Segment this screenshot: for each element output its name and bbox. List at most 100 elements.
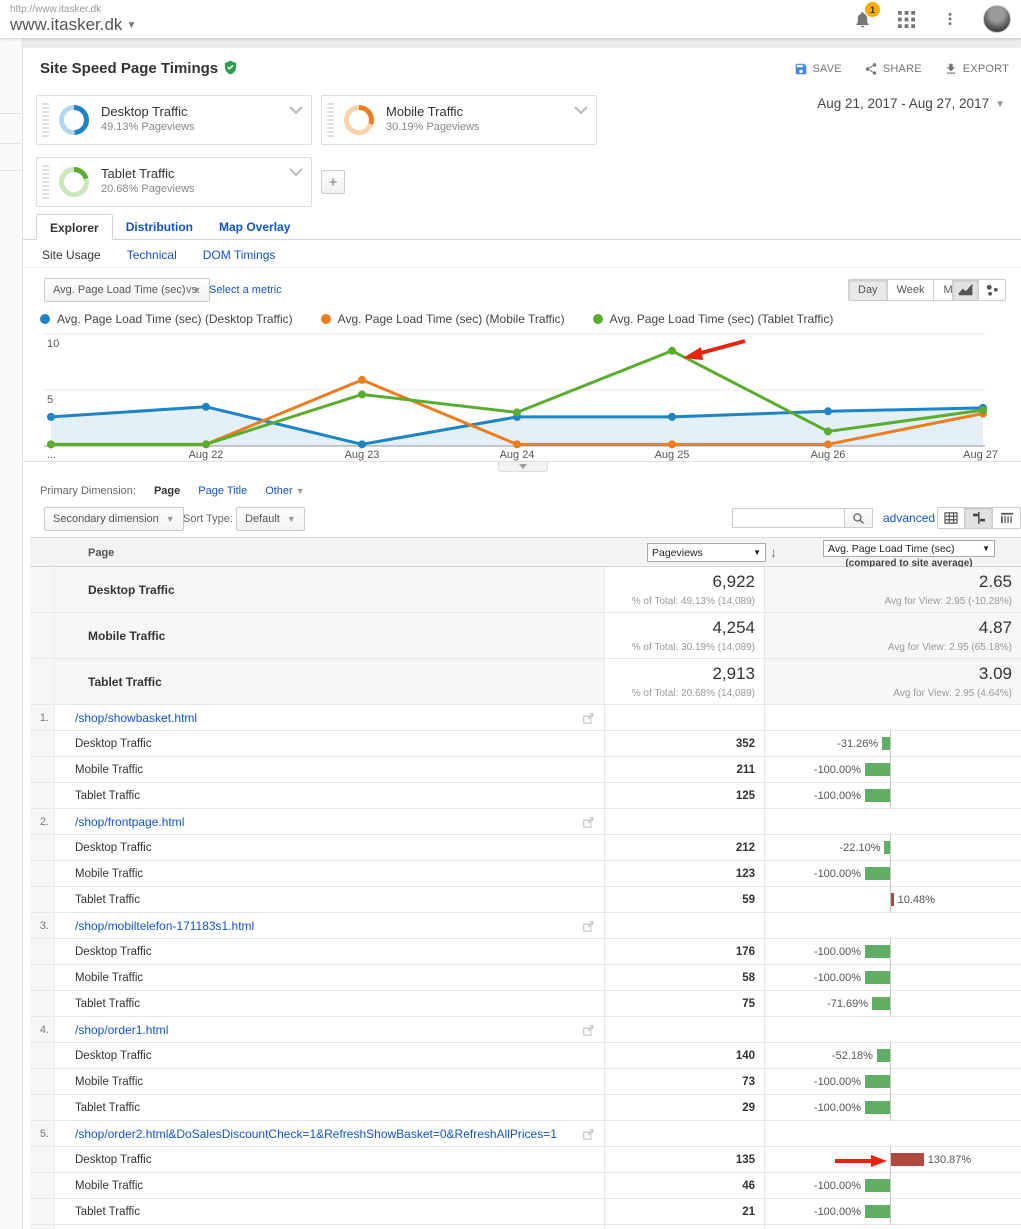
page-title: Site Speed Page Timings (40, 60, 238, 79)
comparison-axis (890, 783, 891, 809)
segment-detail-row[interactable]: Mobile Traffic 46 -100.00% (30, 1173, 1021, 1199)
annotations-toggle[interactable] (498, 462, 548, 472)
page-url-row: 5. /shop/order2.html&DoSalesDiscountCheck… (30, 1121, 1021, 1147)
segment-detail-row[interactable]: Mobile Traffic 58 -100.00% (30, 965, 1021, 991)
page-url-row: 2. /shop/frontpage.html (30, 809, 1021, 835)
subtab-site-usage[interactable]: Site Usage (42, 248, 101, 262)
summary-row-mobile-traffic[interactable]: Mobile Traffic 4,254 % of Total: 30.19% (1… (30, 613, 1021, 659)
account-selector[interactable]: www.itasker.dk ▼ (10, 15, 136, 35)
line-chart-view-button[interactable] (952, 279, 979, 301)
vs-label: vs. (186, 284, 201, 296)
collapsed-left-nav[interactable] (0, 38, 23, 1229)
segment-detail-row[interactable]: Tablet Traffic 29 -100.00% (30, 1095, 1021, 1121)
subtab-technical[interactable]: Technical (126, 248, 177, 262)
drag-handle-icon[interactable] (42, 165, 49, 199)
segment-card-tablet-traffic[interactable]: Tablet Traffic 20.68% Pageviews (36, 157, 312, 207)
pageviews-total-note: % of Total: 20.68% (14,089) (631, 688, 755, 699)
external-link-icon[interactable] (583, 919, 594, 937)
secondary-dimension-dropdown[interactable]: Secondary dimension ▼ (44, 507, 184, 531)
granularity-day[interactable]: Day (848, 279, 888, 301)
segment-detail-row[interactable]: Mobile Traffic 123 -100.00% (30, 861, 1021, 887)
primary-dimension-page[interactable]: Page (153, 485, 181, 497)
table-search-input[interactable] (732, 508, 844, 528)
pageviews-value: 352 (735, 737, 755, 750)
page-url-link[interactable]: /shop/order1.html (75, 1022, 169, 1037)
search-button[interactable] (844, 508, 873, 528)
drag-handle-icon[interactable] (42, 103, 49, 137)
segment-card-mobile-traffic[interactable]: Mobile Traffic 30.19% Pageviews (321, 95, 597, 145)
tab-distribution[interactable]: Distribution (125, 220, 194, 234)
metric-dropdown[interactable]: Avg. Page Load Time (sec) ▼ (44, 278, 211, 302)
segment-label: Mobile Traffic (55, 757, 605, 782)
external-link-icon[interactable] (583, 711, 594, 729)
primary-dimension-page-title[interactable]: Page Title (198, 485, 248, 497)
granularity-week[interactable]: Week (887, 279, 935, 301)
external-link-icon[interactable] (583, 1127, 594, 1145)
share-button[interactable]: SHARE (864, 62, 922, 76)
notifications-bell-icon[interactable]: 1 (851, 2, 880, 30)
comparison-percent: -71.69% (827, 997, 869, 1010)
comparison-view-button[interactable] (965, 507, 993, 529)
more-vert-icon[interactable] (939, 8, 961, 30)
external-link-icon[interactable] (583, 815, 594, 833)
comparison-axis (890, 757, 891, 783)
segment-detail-row[interactable]: Tablet Traffic 125 -100.00% (30, 783, 1021, 809)
timeseries-chart[interactable]: 5 10... Aug 22 Aug 23 Aug 24 Aug 25 Aug 26 Aug … (23, 330, 1021, 462)
segment-detail-row[interactable]: Mobile Traffic 73 -100.00% (30, 1069, 1021, 1095)
legend-label: Avg. Page Load Time (sec) (Mobile Traffi… (337, 312, 565, 326)
tab-explorer[interactable]: Explorer (36, 214, 113, 240)
segment-detail-row[interactable]: Tablet Traffic 21 -100.00% (30, 1199, 1021, 1225)
primary-dimension-other[interactable]: Other ▼ (265, 485, 305, 497)
segment-card-desktop-traffic[interactable]: Desktop Traffic 49.13% Pageviews (36, 95, 312, 145)
avatar[interactable] (983, 5, 1011, 33)
add-segment-button[interactable]: + (321, 170, 345, 194)
pageviews-column-select[interactable]: Pageviews ▼ (647, 543, 766, 562)
segment-label: Tablet Traffic (55, 887, 605, 912)
summary-label: Tablet Traffic (55, 659, 605, 704)
select-a-metric-link[interactable]: Select a metric (209, 284, 282, 296)
annotation-arrow-table (835, 1154, 887, 1167)
chevron-down-icon[interactable] (289, 164, 303, 182)
summary-row-desktop-traffic[interactable]: Desktop Traffic 6,922 % of Total: 49.13% (… (30, 567, 1021, 613)
subtab-dom-timings[interactable]: DOM Timings (202, 248, 276, 262)
segment-label: Desktop Traffic (55, 939, 605, 964)
index-cell (30, 1069, 55, 1094)
chevron-down-icon[interactable] (289, 102, 303, 120)
table-view-button[interactable] (937, 507, 965, 529)
tab-map-overlay[interactable]: Map Overlay (219, 220, 291, 234)
pageviews-value: 123 (735, 867, 755, 880)
export-button[interactable]: EXPORT (944, 62, 1009, 76)
segment-detail-row[interactable]: Desktop Traffic 140 -52.18% (30, 1043, 1021, 1069)
page-url-link[interactable]: /shop/frontpage.html (75, 814, 185, 829)
summary-label: Desktop Traffic (55, 567, 605, 612)
pageviews-value: 212 (735, 841, 755, 854)
save-button[interactable]: SAVE (794, 62, 842, 76)
segment-detail-row[interactable]: Desktop Traffic 212 -22.10% (30, 835, 1021, 861)
pivot-view-button[interactable] (993, 507, 1021, 529)
apps-grid-icon[interactable] (895, 8, 917, 30)
page-url-link[interactable]: /shop/showbasket.html (75, 710, 198, 725)
external-link-icon[interactable] (583, 1023, 594, 1041)
segment-detail-row[interactable]: Tablet Traffic 75 -71.69% (30, 991, 1021, 1017)
page-url-link[interactable]: /shop/order2.html&DoSalesDiscountCheck=1… (75, 1126, 557, 1141)
motion-chart-view-button[interactable] (979, 279, 1006, 301)
segment-detail-row[interactable]: Tablet Traffic 59 10.48% (30, 887, 1021, 913)
comparison-percent: -100.00% (813, 763, 861, 776)
drag-handle-icon[interactable] (327, 103, 334, 137)
date-range-selector[interactable]: Aug 21, 2017 - Aug 27, 2017 ▼ (817, 96, 1005, 111)
index-cell (30, 1199, 55, 1224)
segment-label: Tablet Traffic (55, 1199, 605, 1224)
metric-column-select[interactable]: Avg. Page Load Time (sec) ▼ (823, 540, 995, 557)
segment-detail-row[interactable]: Desktop Traffic 352 -31.26% (30, 731, 1021, 757)
segment-detail-row[interactable]: Desktop Traffic 176 -100.00% (30, 939, 1021, 965)
comparison-bar-negative (882, 736, 890, 750)
comparison-bar-negative (865, 970, 890, 984)
segment-detail-row[interactable]: Mobile Traffic 211 -100.00% (30, 757, 1021, 783)
chevron-down-icon[interactable] (574, 102, 588, 120)
summary-row-tablet-traffic[interactable]: Tablet Traffic 2,913 % of Total: 20.68% (1… (30, 659, 1021, 705)
advanced-search-link[interactable]: advanced (883, 511, 936, 525)
sort-type-dropdown[interactable]: Default ▼ (236, 507, 305, 531)
page-url-link[interactable]: /shop/mobiltelefon-171183s1.html (75, 918, 255, 933)
sort-descending-icon[interactable]: ↓ (770, 544, 777, 560)
segment-detail-row[interactable]: Desktop Traffic 135 130.87% (30, 1147, 1021, 1173)
